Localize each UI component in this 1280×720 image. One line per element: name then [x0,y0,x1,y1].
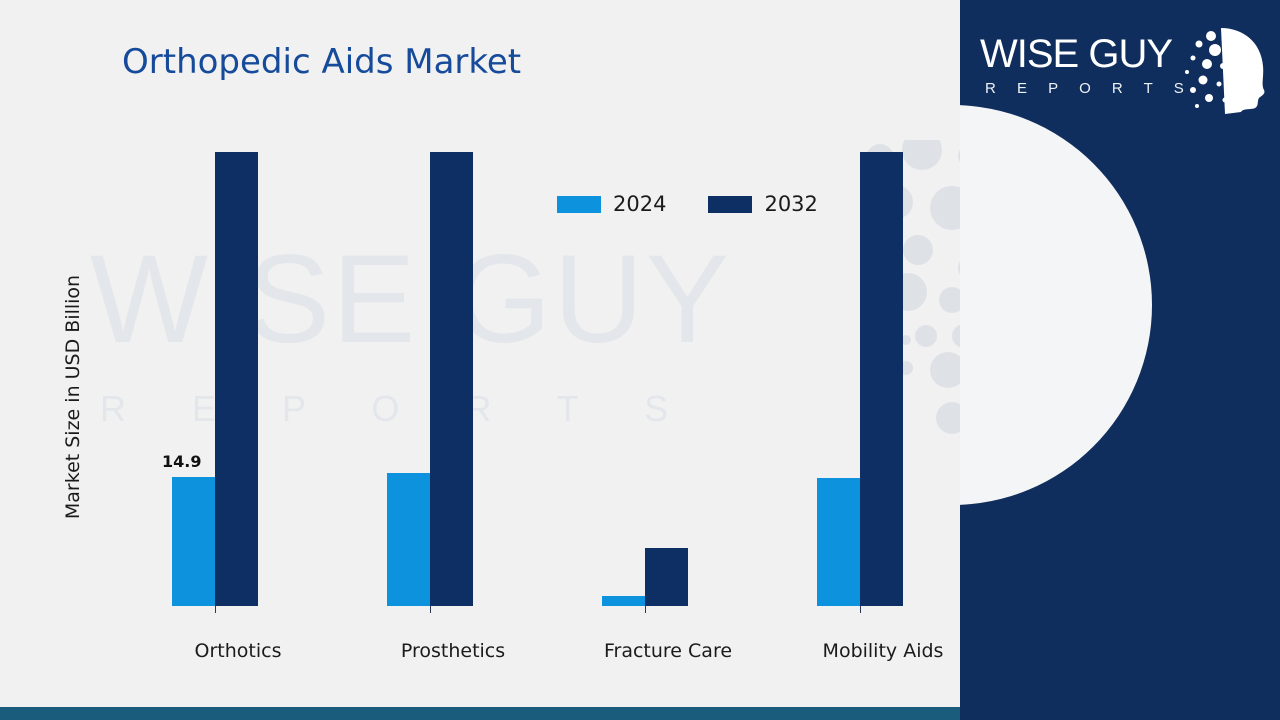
y-axis-label: Market Size in USD Billion [62,274,84,520]
bar-group-mobility-aids: Mobility Aids [817,120,943,662]
bar-group-orthotics: 14.9 Orthotics [162,120,281,662]
legend-swatch-2032 [708,195,753,213]
logo-head-icon [1185,28,1265,114]
x-label-fracture-care: Fracture Care [603,640,733,662]
bar-fracture-care-2032[interactable] [645,547,688,606]
brand-logo-subtext: R E P O R T S [985,80,1193,97]
chart-legend: 2024 2032 [557,192,818,216]
brand-logo: WISE GUY R E P O R T S [978,26,1268,116]
bar-fracture-care-2024[interactable] [602,596,645,606]
plot-area: 14.9 Orthotics Prosthetics Fracture Care… [100,120,943,662]
brand-logo-wordmark: WISE GUY [980,32,1173,76]
legend-label-2032: 2032 [764,192,818,216]
x-label-prosthetics: Prosthetics [400,640,506,662]
legend-swatch-2024 [557,195,601,213]
bar-orthotics-2024[interactable] [172,476,215,606]
bar-prosthetics-2024[interactable] [387,473,430,606]
bar-orthotics-2032[interactable] [215,152,258,606]
bar-mobility-aids-2024[interactable] [817,478,860,606]
page-title: Orthopedic Aids Market [122,42,522,82]
bar-value-label-orthotics-2024: 14.9 [162,451,202,471]
footer-bar-left [0,707,960,720]
legend-item-2032[interactable]: 2032 [708,192,818,216]
bar-group-prosthetics: Prosthetics [387,120,505,662]
footer-bar-right [960,707,1280,720]
legend-item-2024[interactable]: 2024 [557,192,666,216]
bar-group-fracture-care: Fracture Care [602,120,732,662]
brand-panel: WISE GUY R E P O R T S [960,0,1280,708]
bar-prosthetics-2032[interactable] [430,152,473,606]
x-tick-mobility-aids [860,606,861,613]
x-tick-fracture-care [645,606,646,613]
x-tick-prosthetics [430,606,431,613]
bar-mobility-aids-2032[interactable] [860,152,903,606]
legend-label-2024: 2024 [613,192,667,216]
x-tick-orthotics [215,606,216,613]
x-label-orthotics: Orthotics [194,640,282,662]
x-label-mobility-aids: Mobility Aids [822,640,944,662]
